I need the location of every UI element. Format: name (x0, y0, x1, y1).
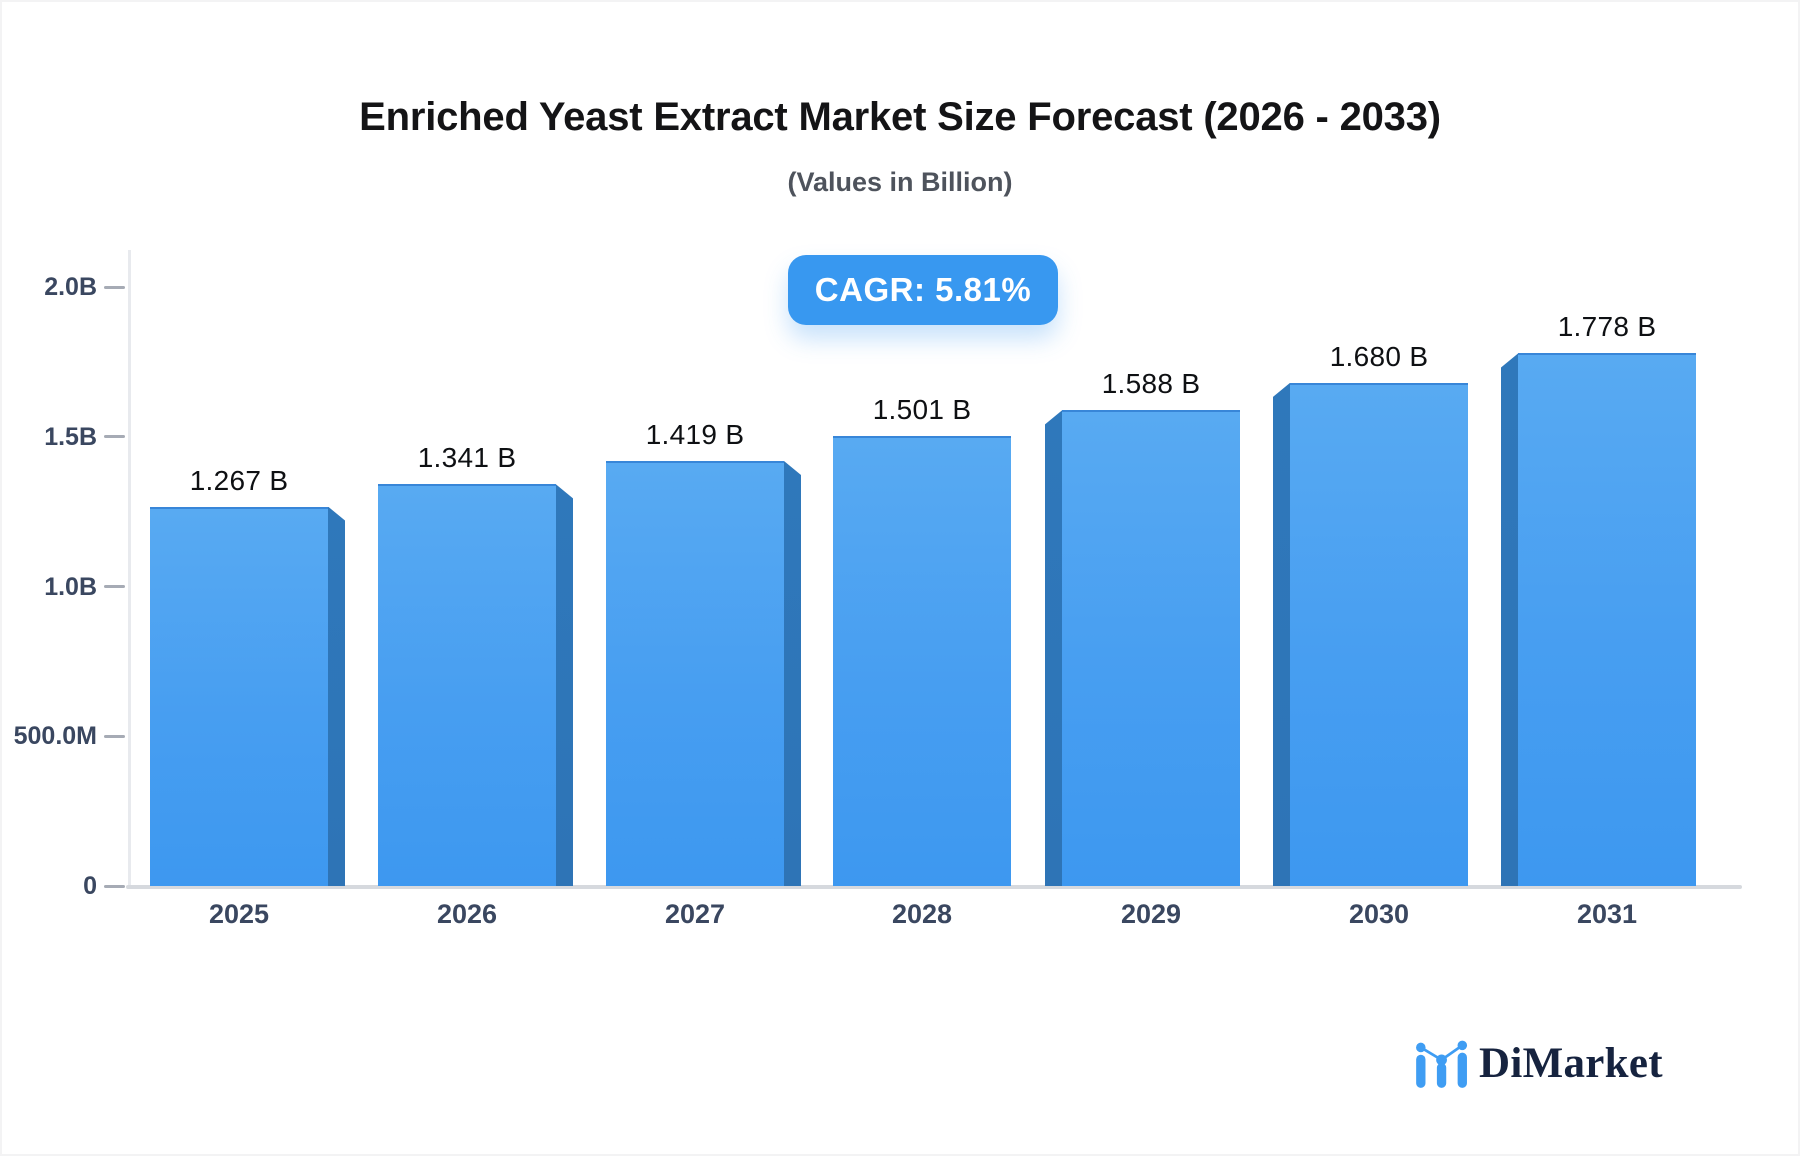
brand-name: DiMarket (1479, 1039, 1663, 1087)
y-tick-mark (104, 435, 125, 439)
y-tick-mark (104, 734, 125, 738)
bar-value-label: 1.680 B (1329, 340, 1429, 372)
bar-side-face (1273, 382, 1290, 886)
bar-value-label: 1.341 B (417, 442, 517, 474)
bar-value-label: 1.267 B (189, 464, 289, 496)
bar-side-face (556, 484, 573, 886)
y-tick-label: 2.0B (44, 273, 97, 301)
chart-title: Enriched Yeast Extract Market Size Forec… (359, 95, 1441, 139)
bar-2025[interactable] (150, 506, 328, 886)
y-tick-label: 1.0B (44, 572, 97, 601)
bar-value-label: 1.588 B (1101, 368, 1201, 400)
bar-2029[interactable] (1062, 410, 1240, 886)
y-tick-mark (104, 884, 125, 888)
y-tick-label: 0 (83, 872, 97, 900)
bar-value-label: 1.419 B (645, 419, 745, 450)
bar-2028[interactable] (833, 436, 1011, 886)
x-axis-label-2026: 2026 (436, 899, 498, 929)
brand-logo: DiMarket (1412, 1036, 1663, 1090)
bar-2026[interactable] (378, 484, 556, 886)
y-tick-label: 1.5B (44, 422, 97, 451)
x-axis-label-2028: 2028 (891, 899, 953, 929)
bar-side-face (1501, 353, 1518, 886)
bar-2027[interactable] (606, 461, 784, 886)
x-axis-label-2031: 2031 (1576, 899, 1638, 929)
bar-value-label: 1.501 B (872, 394, 972, 426)
x-axis-label-2027: 2027 (664, 899, 726, 929)
bar-2031[interactable] (1518, 353, 1696, 886)
y-tick-mark (104, 585, 125, 588)
x-axis-label-2030: 2030 (1348, 899, 1410, 929)
bar-value-label: 1.778 B (1557, 311, 1657, 343)
bar-side-face (328, 506, 345, 886)
x-axis-baseline (126, 885, 1742, 889)
bar-side-face (784, 461, 801, 886)
chart-subtitle: (Values in Billion) (787, 167, 1013, 197)
y-axis-line (128, 250, 131, 889)
y-tick-mark (104, 285, 125, 289)
cagr-badge: CAGR: 5.81% (788, 255, 1058, 325)
x-axis-label-2025: 2025 (208, 899, 270, 929)
y-tick-label: 500.0M (13, 722, 97, 751)
bar-side-face (1045, 410, 1062, 886)
dimarket-logo-icon (1416, 1040, 1468, 1088)
bar-2030[interactable] (1290, 382, 1468, 886)
x-axis-label-2029: 2029 (1120, 899, 1182, 929)
